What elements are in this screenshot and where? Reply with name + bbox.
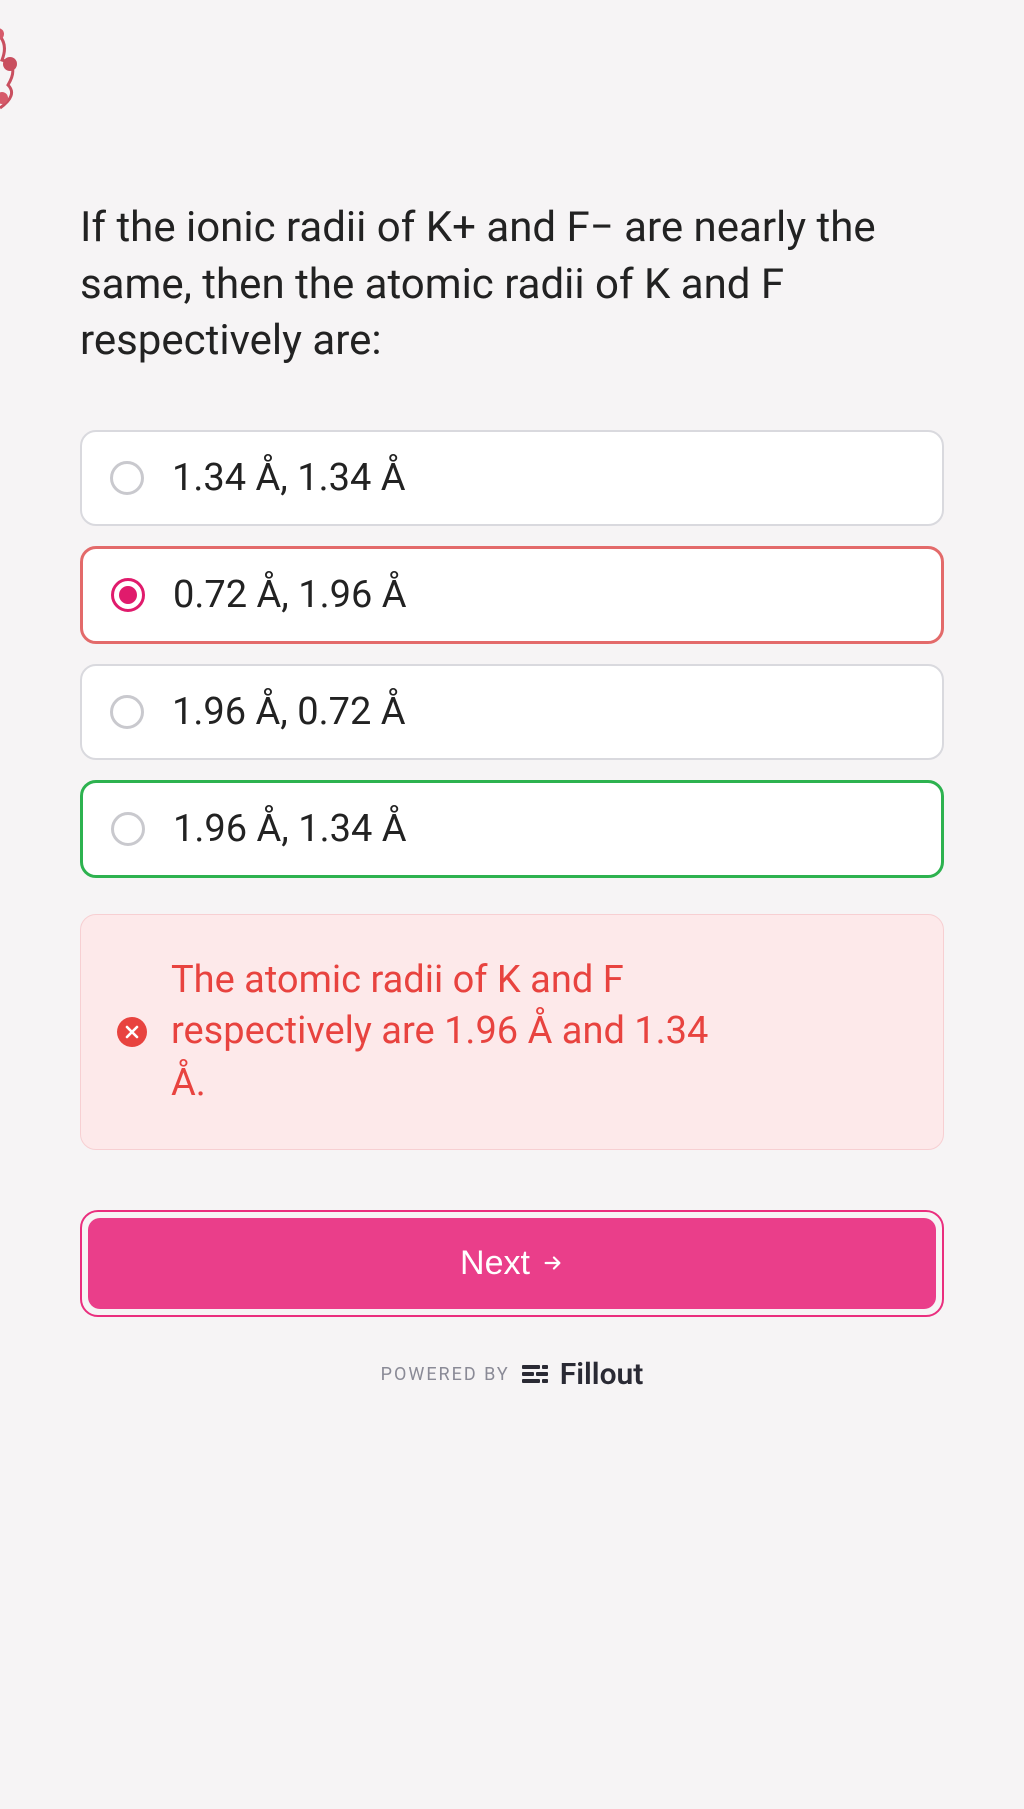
- option-label: 1.96 Å, 0.72 Å: [172, 690, 406, 734]
- next-button[interactable]: Next: [88, 1218, 936, 1309]
- option-label: 0.72 Å, 1.96 Å: [173, 573, 407, 617]
- brand-name: Fillout: [560, 1357, 644, 1392]
- option-label: 1.96 Å, 1.34 Å: [173, 807, 407, 851]
- options-list: 1.34 Å, 1.34 Å 0.72 Å, 1.96 Å 1.96 Å, 0.…: [80, 430, 944, 878]
- error-icon: [117, 1017, 147, 1047]
- arrow-right-icon: [542, 1244, 564, 1283]
- powered-by-prefix: POWERED BY: [381, 1364, 510, 1385]
- question-text: If the ionic radii of K+ and F− are near…: [80, 200, 944, 370]
- radio-icon: [110, 695, 144, 729]
- corner-decoration: [0, 20, 30, 110]
- feedback-text: The atomic radii of K and F respectively…: [171, 955, 731, 1109]
- option-1[interactable]: 1.34 Å, 1.34 Å: [80, 430, 944, 526]
- option-label: 1.34 Å, 1.34 Å: [172, 456, 406, 500]
- option-4[interactable]: 1.96 Å, 1.34 Å: [80, 780, 944, 878]
- feedback-box: The atomic radii of K and F respectively…: [80, 914, 944, 1150]
- radio-icon: [111, 812, 145, 846]
- next-button-label: Next: [460, 1244, 530, 1283]
- brand-icon: [522, 1363, 548, 1385]
- quiz-page: If the ionic radii of K+ and F− are near…: [0, 0, 1024, 1809]
- option-3[interactable]: 1.96 Å, 0.72 Å: [80, 664, 944, 760]
- powered-by[interactable]: POWERED BY Fillout: [80, 1357, 944, 1392]
- next-button-ring: Next: [80, 1210, 944, 1317]
- option-2[interactable]: 0.72 Å, 1.96 Å: [80, 546, 944, 644]
- radio-icon: [111, 578, 145, 612]
- radio-icon: [110, 461, 144, 495]
